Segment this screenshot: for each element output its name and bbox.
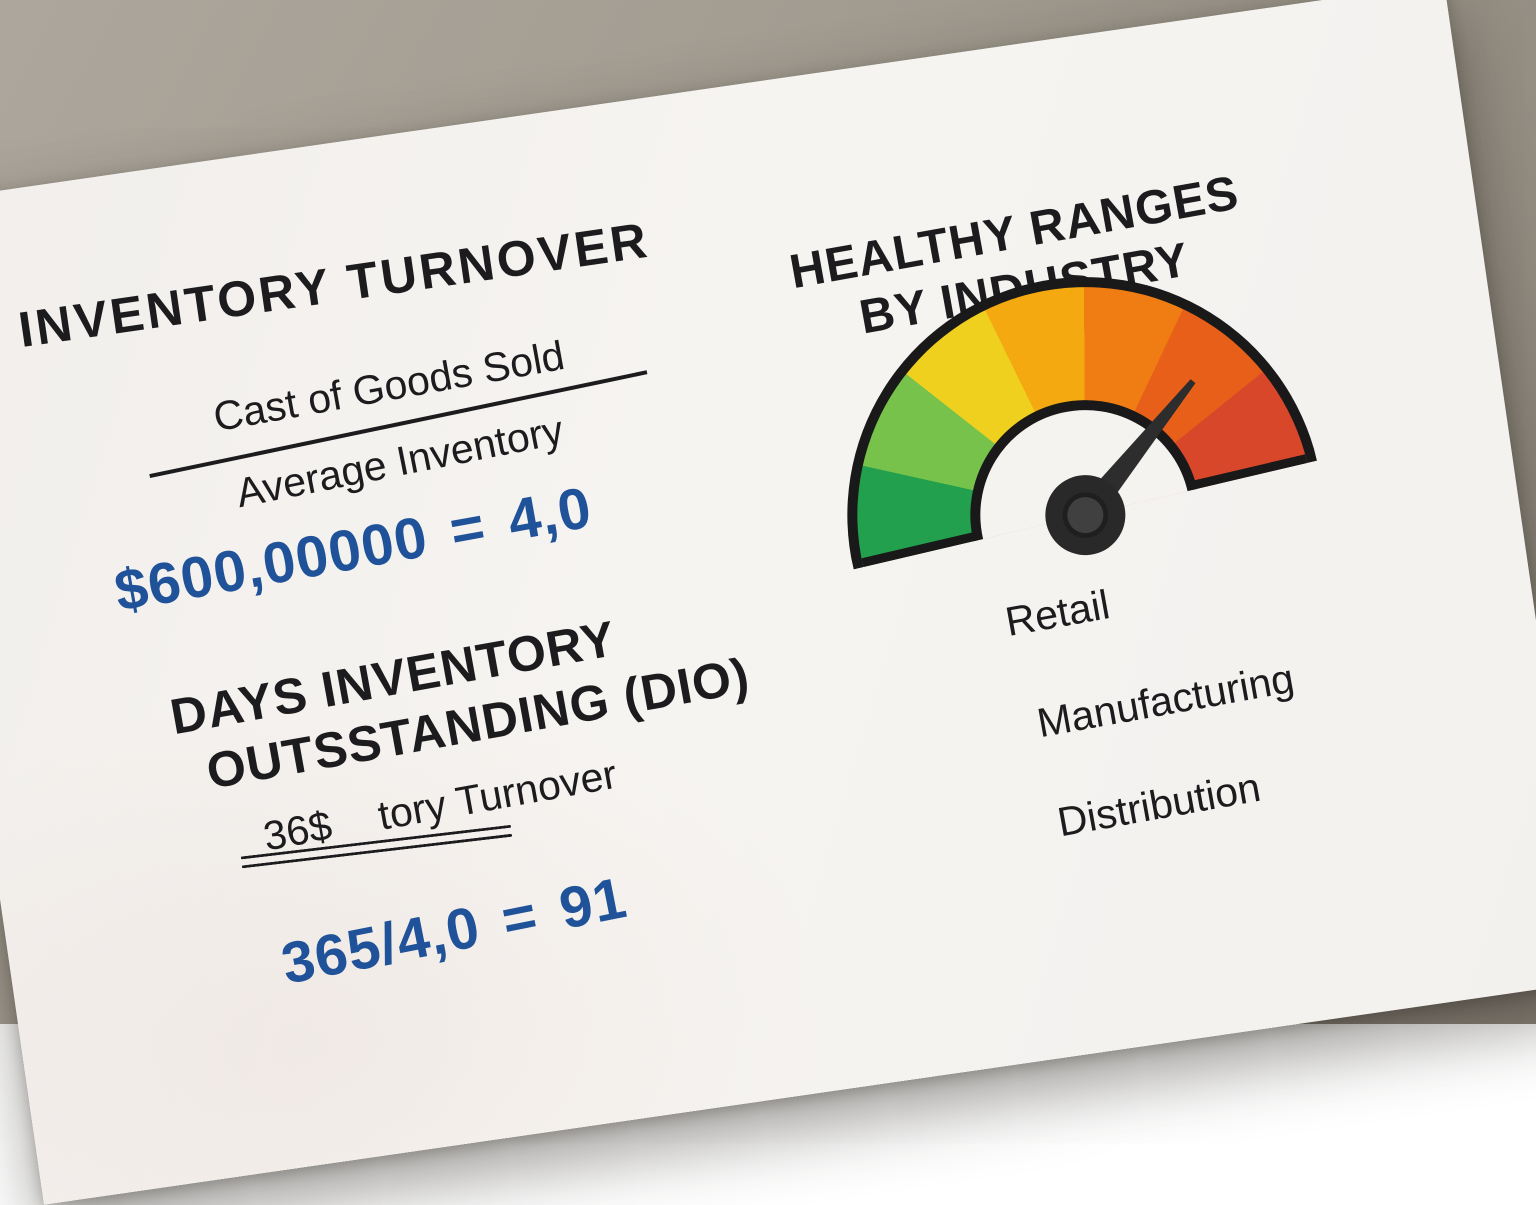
industry-label-distribution: Distribution [1054, 764, 1264, 847]
dio-equation-equals: = [496, 882, 543, 954]
dio-equation-lhs: 365/4,0 [276, 893, 486, 998]
turnover-equation-result: 4,0 [503, 474, 597, 555]
dio-equation: 365/4,0 = 91 [276, 864, 632, 998]
gauge-foot-left [861, 531, 978, 567]
gauge-foot-right [1190, 454, 1307, 490]
dio-heading: DAYS INVENTORY OUTSSTANDING (DIO) [166, 586, 755, 806]
turnover-equation-equals: = [445, 493, 491, 565]
industry-label-manufacturing: Manufacturing [1034, 655, 1298, 747]
gauge-hub-center [1058, 487, 1113, 542]
dio-equation-result: 91 [554, 864, 632, 943]
